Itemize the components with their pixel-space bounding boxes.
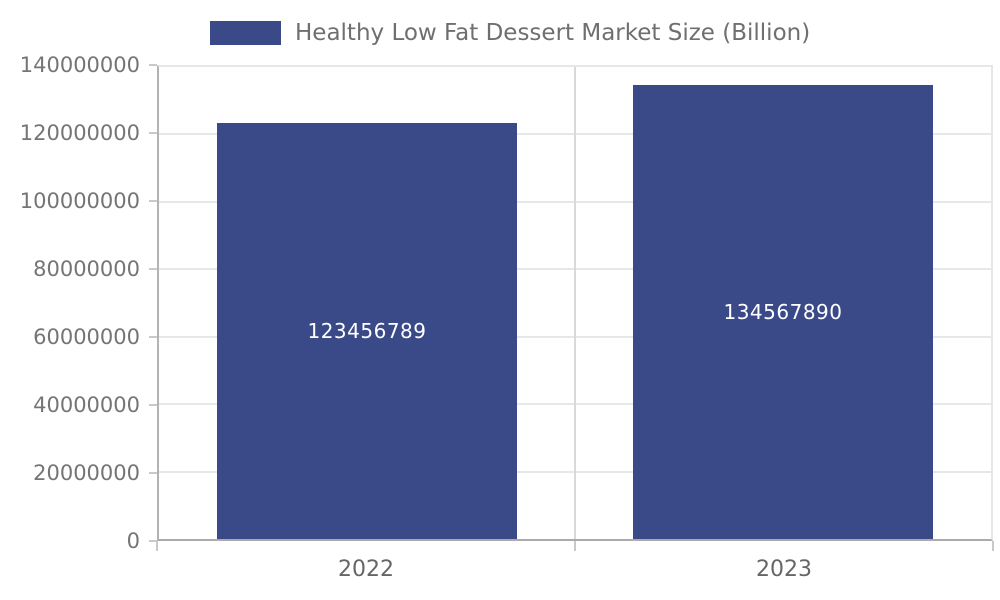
gridline-vertical xyxy=(574,67,576,539)
x-axis-tick-mark xyxy=(992,541,994,551)
y-axis-tick-mark xyxy=(149,404,157,406)
y-axis-tick-mark xyxy=(149,64,157,66)
y-axis-tick-label: 140000000 xyxy=(19,53,140,77)
y-axis-tick-mark xyxy=(149,268,157,270)
legend-label: Healthy Low Fat Dessert Market Size (Bil… xyxy=(295,20,811,46)
bar-value-label: 134567890 xyxy=(723,300,843,325)
plot-area: 123456789 134567890 xyxy=(157,65,993,541)
y-axis-tick-mark xyxy=(149,336,157,338)
y-axis-tick-mark xyxy=(149,472,157,474)
bar-2023[interactable]: 134567890 xyxy=(633,85,933,539)
y-axis-tick-label: 120000000 xyxy=(19,121,140,145)
y-axis-tick-mark xyxy=(149,132,157,134)
y-axis-tick-label: 0 xyxy=(126,529,140,553)
bar-2022[interactable]: 123456789 xyxy=(217,122,517,539)
y-axis-tick-mark xyxy=(149,540,157,542)
x-axis-tick-mark xyxy=(574,541,576,551)
y-axis: 0 20000000 40000000 60000000 80000000 1000000… xyxy=(0,53,157,553)
y-axis-tick-mark xyxy=(149,200,157,202)
x-axis-label-2023: 2023 xyxy=(756,557,812,582)
y-axis-tick-label: 40000000 xyxy=(33,393,140,417)
y-axis-tick-label: 60000000 xyxy=(33,325,140,349)
y-axis-tick-label: 20000000 xyxy=(33,461,140,485)
y-axis-tick-label: 100000000 xyxy=(19,189,140,213)
x-axis-tick-mark xyxy=(156,541,158,551)
x-axis-label-2022: 2022 xyxy=(338,557,394,582)
bar-value-label: 123456789 xyxy=(307,318,427,343)
legend-swatch xyxy=(210,21,281,45)
legend[interactable]: Healthy Low Fat Dessert Market Size (Bil… xyxy=(210,17,810,49)
y-axis-tick-label: 80000000 xyxy=(33,257,140,281)
x-axis: 2022 2023 xyxy=(156,541,994,596)
